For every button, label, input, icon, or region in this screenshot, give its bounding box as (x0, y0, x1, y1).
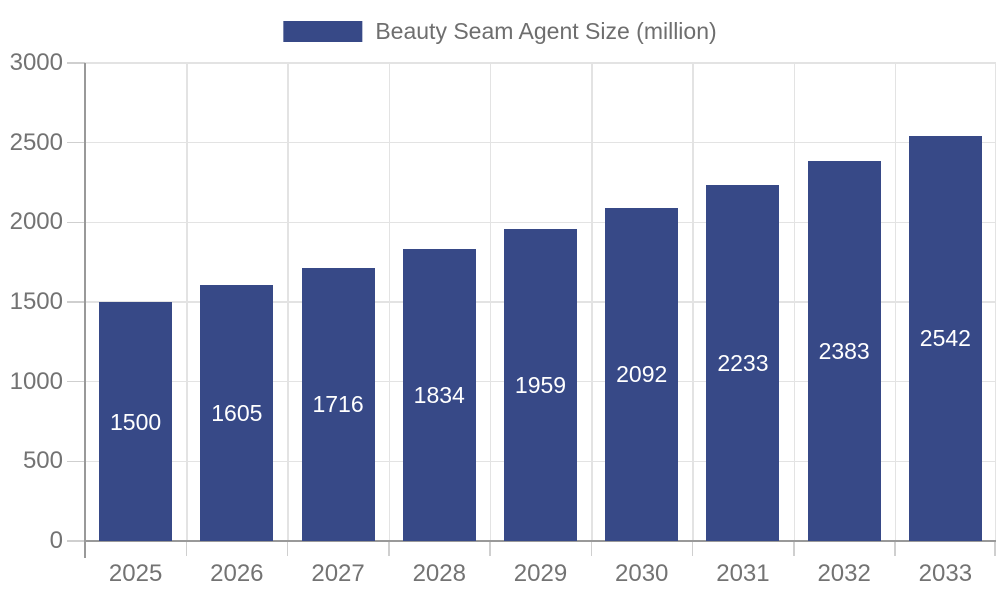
bar-2028[interactable]: 1834 (402, 248, 476, 541)
x-tick (185, 541, 188, 556)
v-gridline (692, 63, 694, 541)
bar-value-label: 1834 (413, 381, 465, 408)
bar-value-label: 2092 (616, 361, 668, 388)
bar-2029[interactable]: 1959 (504, 228, 577, 541)
v-gridline (994, 63, 996, 541)
bar-value-label: 1605 (211, 400, 263, 427)
h-gridline (85, 62, 996, 64)
bar-2032[interactable]: 2383 (807, 161, 881, 541)
chart-legend[interactable]: Beauty Seam Agent Size (million) (283, 18, 717, 44)
v-gridline (186, 63, 188, 541)
x-axis-label: 2029 (513, 560, 568, 587)
y-tick (67, 221, 85, 224)
bar-2025[interactable]: 1500 (99, 302, 173, 541)
y-axis-label: 2000 (9, 208, 63, 236)
y-tick (67, 62, 85, 64)
x-axis-label: 2030 (615, 560, 669, 587)
bar-value-label: 1959 (514, 371, 567, 398)
y-tick (67, 301, 85, 303)
plot-area: 0 500 1000 1500 2000 2500 3000 1500 2025 1605 2026… (10, 50, 996, 587)
y-axis-label: 500 (22, 447, 63, 475)
bar-2027[interactable]: 1716 (301, 267, 375, 541)
x-axis-label: 2028 (412, 560, 466, 587)
x-axis-label: 2031 (716, 560, 770, 587)
bar-value-label: 2233 (717, 350, 769, 377)
v-gridline (388, 63, 391, 541)
y-tick (67, 141, 85, 144)
x-tick (894, 541, 896, 556)
x-axis-line (85, 540, 996, 542)
y-axis-label: 2500 (9, 128, 63, 156)
y-axis-label: 1000 (9, 367, 63, 395)
y-axis-label: 0 (49, 527, 63, 554)
bar-value-label: 2542 (919, 325, 971, 352)
y-axis-line (84, 63, 86, 558)
x-tick (489, 541, 491, 556)
x-axis-label: 2025 (108, 560, 163, 587)
legend-label: Beauty Seam Agent Size (million) (375, 18, 717, 44)
x-axis-label: 2032 (817, 560, 871, 587)
h-gridline (85, 221, 996, 224)
x-axis-label: 2027 (311, 560, 365, 587)
y-tick (67, 540, 85, 542)
bar-value-label: 2383 (818, 338, 870, 365)
x-axis-label: 2033 (918, 560, 973, 587)
x-axis-label: 2026 (210, 560, 264, 587)
y-tick (67, 460, 85, 463)
x-tick (286, 541, 289, 556)
v-gridline (489, 63, 492, 541)
legend-swatch-icon (283, 21, 363, 42)
y-tick (67, 380, 85, 383)
x-tick (388, 541, 390, 556)
bar-2026[interactable]: 1605 (200, 285, 274, 541)
v-gridline (591, 63, 593, 541)
x-tick (590, 541, 593, 556)
bar-value-label: 1500 (110, 408, 162, 435)
h-gridline (85, 141, 996, 144)
bar-value-label: 1716 (312, 391, 364, 418)
y-axis-label: 1500 (9, 288, 63, 315)
bar-2033[interactable]: 2542 (908, 135, 982, 541)
x-tick (691, 541, 694, 556)
bar-2031[interactable]: 2233 (706, 185, 780, 541)
v-gridline (793, 63, 796, 541)
v-gridline (287, 63, 289, 541)
bar-2030[interactable]: 2092 (605, 207, 679, 541)
x-tick (793, 541, 795, 556)
y-axis-label: 3000 (9, 49, 63, 76)
v-gridline (894, 63, 897, 541)
x-tick (994, 541, 996, 556)
